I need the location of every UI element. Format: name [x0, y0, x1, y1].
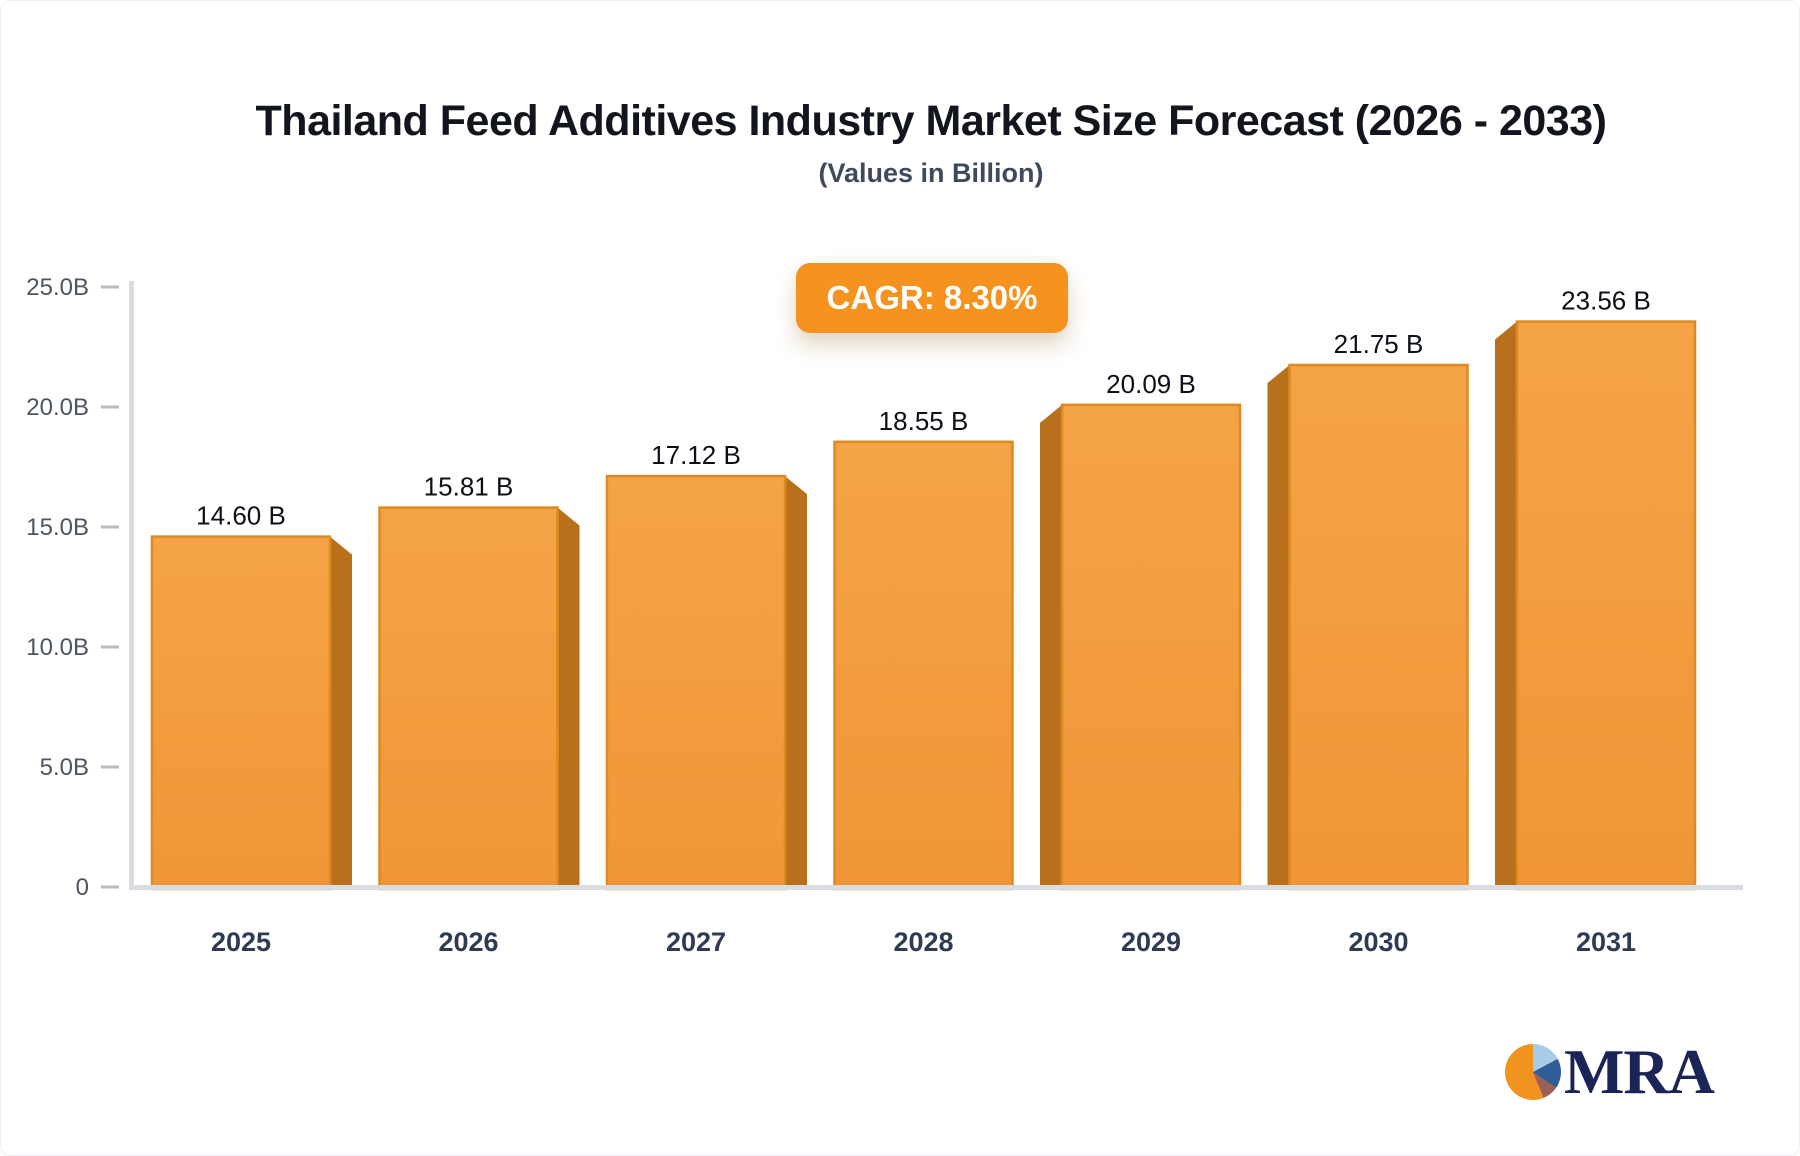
bar-2028 [833, 440, 1014, 891]
y-tick-label-15.0B: 15.0B [26, 514, 89, 541]
bar-2027 [605, 474, 787, 891]
bar-2029 [1060, 403, 1242, 891]
value-label-2030: 21.75 B [1334, 329, 1424, 359]
y-tick-mark-15.0B [101, 525, 119, 529]
value-label-2026: 15.81 B [424, 472, 514, 502]
brand-logo-pie-icon [1505, 1044, 1561, 1100]
bar-2031 [1515, 320, 1697, 891]
value-label-2025: 14.60 B [196, 501, 286, 531]
bar-2030 [1288, 363, 1469, 891]
y-tick-mark-5.0B [101, 765, 119, 769]
brand-logo: MRA [1505, 1036, 1715, 1107]
y-tick-mark-10.0B [101, 645, 119, 649]
y-tick-mark-20.0B [101, 405, 119, 409]
x-axis-line [129, 885, 1743, 890]
x-tick-label-2028: 2028 [893, 927, 953, 957]
y-tick-label-10.0B: 10.0B [26, 634, 89, 661]
x-tick-label-2025: 2025 [211, 927, 271, 957]
chart-subtitle: (Values in Billion) [818, 158, 1044, 188]
value-label-2027: 17.12 B [651, 440, 741, 470]
x-tick-label-2026: 2026 [438, 927, 498, 957]
y-tick-label-20.0B: 20.0B [26, 394, 89, 421]
bar-side-2027 [785, 476, 807, 889]
bar-2025 [150, 535, 332, 891]
bar-side-2031 [1495, 321, 1517, 889]
bar-side-2030 [1267, 365, 1290, 889]
x-tick-label-2029: 2029 [1121, 927, 1181, 957]
x-tick-label-2027: 2027 [666, 927, 726, 957]
x-tick-label-2030: 2030 [1348, 927, 1408, 957]
y-tick-label-0: 0 [76, 874, 89, 901]
bar-side-2029 [1040, 404, 1062, 889]
value-label-2031: 23.56 B [1561, 286, 1651, 316]
brand-logo-text: MRA [1564, 1036, 1715, 1107]
bar-side-2026 [557, 507, 580, 889]
y-tick-label-25.0B: 25.0B [26, 274, 89, 301]
chart-title: Thailand Feed Additives Industry Market … [255, 97, 1607, 145]
y-tick-label-5.0B: 5.0B [40, 754, 89, 781]
bar-side-2025 [330, 536, 352, 889]
cagr-badge: CAGR: 8.30% [796, 263, 1068, 333]
y-tick-mark-25.0B [101, 285, 119, 289]
x-tick-label-2031: 2031 [1576, 927, 1636, 957]
value-label-2029: 20.09 B [1106, 369, 1196, 399]
y-axis-line [129, 281, 134, 887]
y-tick-mark-0 [101, 885, 119, 889]
value-label-2028: 18.55 B [879, 406, 969, 436]
chart-header: Thailand Feed Additives Industry Market … [61, 1, 1799, 189]
bar-2026 [378, 506, 559, 891]
